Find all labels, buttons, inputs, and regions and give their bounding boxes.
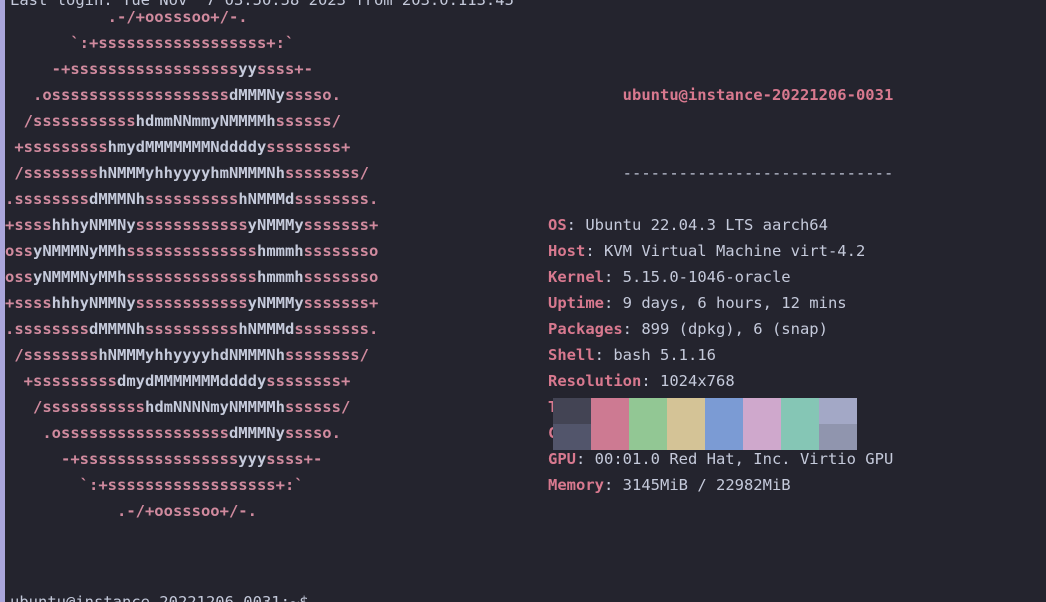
palette-swatch-bright-5	[743, 424, 781, 450]
ascii-art-line: /sssssssshNMMMyhhyyyyhmNMMMNhssssssss/	[5, 164, 369, 182]
info-row-resolution: Resolution: 1024x768	[548, 368, 1046, 394]
palette-swatch-bright-2	[629, 424, 667, 450]
ascii-art-line: .osssssssssssssssssssdMMMNysssso.	[5, 86, 341, 104]
system-info-panel: ubuntu@instance-20221206-0031 ----------…	[548, 4, 1046, 550]
ascii-art-line: +sssshhhyNMMNyssssssssssssyNMMMysssssss+	[5, 216, 379, 234]
info-value: : 1024x768	[641, 372, 735, 390]
ascii-art-line: `:+ssssssssssssssssss+:`	[5, 34, 295, 52]
info-value: : KVM Virtual Machine virt-4.2	[585, 242, 866, 260]
info-row-shell: Shell: bash 5.1.16	[548, 342, 1046, 368]
palette-swatch-normal-5	[743, 398, 781, 424]
palette-swatch-normal-1	[591, 398, 629, 424]
terminal-left-accent-border	[0, 0, 5, 602]
palette-swatch-normal-0	[553, 398, 591, 424]
palette-swatch-bright-3	[667, 424, 705, 450]
info-key: Uptime	[548, 294, 604, 312]
ascii-art-line: ossyNMMMNyMMhsssssssssssssshmmmhssssssso	[5, 242, 379, 260]
info-key: Shell	[548, 346, 595, 364]
ascii-art-line: `:+ssssssssssssssssss+:`	[5, 476, 304, 494]
info-value: : Ubuntu 22.04.3 LTS aarch64	[566, 216, 828, 234]
info-key: Packages	[548, 320, 623, 338]
info-value: : 00:01.0 Red Hat, Inc. Virtio GPU	[576, 450, 894, 468]
ascii-art-line: -+ssssssssssssssssssyyssss+-	[5, 60, 313, 78]
info-row-memory: Memory: 3145MiB / 22982MiB	[548, 472, 1046, 498]
palette-swatch-normal-2	[629, 398, 667, 424]
info-value: : 9 days, 6 hours, 12 mins	[604, 294, 847, 312]
previous-login-line-clipped: Last login: Tue Nov 7 03:50:58 2023 from…	[10, 0, 514, 9]
ascii-art-line: .-/+oosssoo+/-.	[5, 8, 248, 26]
info-value: : bash 5.1.16	[594, 346, 716, 364]
palette-swatch-normal-6	[781, 398, 819, 424]
ascii-art-line: ossyNMMMNyMMhsssssssssssssshmmmhssssssso	[5, 268, 379, 286]
neofetch-userline: ubuntu@instance-20221206-0031	[622, 86, 894, 104]
palette-row-bright	[553, 424, 857, 450]
palette-swatch-bright-0	[553, 424, 591, 450]
info-row-uptime: Uptime: 9 days, 6 hours, 12 mins	[548, 290, 1046, 316]
palette-swatch-normal-3	[667, 398, 705, 424]
info-value: : 3145MiB / 22982MiB	[604, 476, 791, 494]
ascii-art-line: .ssssssssdMMMNhsssssssssshNMMMdssssssss.	[5, 320, 379, 338]
info-row-packages: Packages: 899 (dpkg), 6 (snap)	[548, 316, 1046, 342]
info-key: Host	[548, 242, 586, 260]
ascii-art-line: .-/+oosssoo+/-.	[5, 502, 257, 520]
ubuntu-ascii-logo: .-/+oosssoo+/-. `:+ssssssssssssssssss+:`…	[5, 4, 540, 524]
palette-swatch-normal-7	[819, 398, 857, 424]
info-key: OS	[548, 216, 567, 234]
info-key: Kernel	[548, 268, 604, 286]
palette-swatch-normal-4	[705, 398, 743, 424]
info-key: Memory	[548, 476, 604, 494]
info-value: : 899 (dpkg), 6 (snap)	[622, 320, 828, 338]
info-value: : 5.15.0-1046-oracle	[604, 268, 791, 286]
ascii-art-line: -+sssssssssssssssssyyyssss+-	[5, 450, 323, 468]
ascii-art-line: +sssshhhyNMMNyssssssssssssyNMMMysssssss+	[5, 294, 379, 312]
info-row-kernel: Kernel: 5.15.0-1046-oracle	[548, 264, 1046, 290]
palette-swatch-bright-1	[591, 424, 629, 450]
ascii-art-line: /sssssssshNMMMyhhyyyyhdNMMMNhssssssss/	[5, 346, 369, 364]
info-row-host: Host: KVM Virtual Machine virt-4.2	[548, 238, 1046, 264]
ascii-art-line: .ossssssssssssssssssdMMMNysssso.	[5, 424, 341, 442]
ascii-art-line: .ssssssssdMMMNhsssssssssshNMMMdssssssss.	[5, 190, 379, 208]
info-row-gpu: GPU: 00:01.0 Red Hat, Inc. Virtio GPU	[548, 446, 1046, 472]
ascii-art-line: /ssssssssssshdmmNNmmyNMMMMhssssss/	[5, 112, 341, 130]
info-key: GPU	[548, 450, 576, 468]
ascii-art-line: +sssssssssdmydMMMMMMMddddyssssssss+	[5, 372, 351, 390]
neofetch-output: .-/+oosssoo+/-. `:+ssssssssssssssssss+:`…	[5, 0, 1046, 602]
shell-prompt-line-clipped: ubuntu@instance-20221206-0031:~$	[10, 593, 318, 602]
palette-swatch-bright-4	[705, 424, 743, 450]
ascii-art-line: /ssssssssssshdmNNNNmyNMMMMhssssss/	[5, 398, 351, 416]
neofetch-separator: -----------------------------	[622, 164, 894, 182]
ascii-art-line: +ssssssssshmydMMMMMMMNddddyssssssss+	[5, 138, 351, 156]
info-key: Resolution	[548, 372, 642, 390]
palette-swatch-bright-7	[819, 424, 857, 450]
palette-row-normal	[553, 398, 857, 424]
info-row-os: OS: Ubuntu 22.04.3 LTS aarch64	[548, 212, 1046, 238]
color-palette-swatches	[553, 398, 857, 450]
palette-swatch-bright-6	[781, 424, 819, 450]
